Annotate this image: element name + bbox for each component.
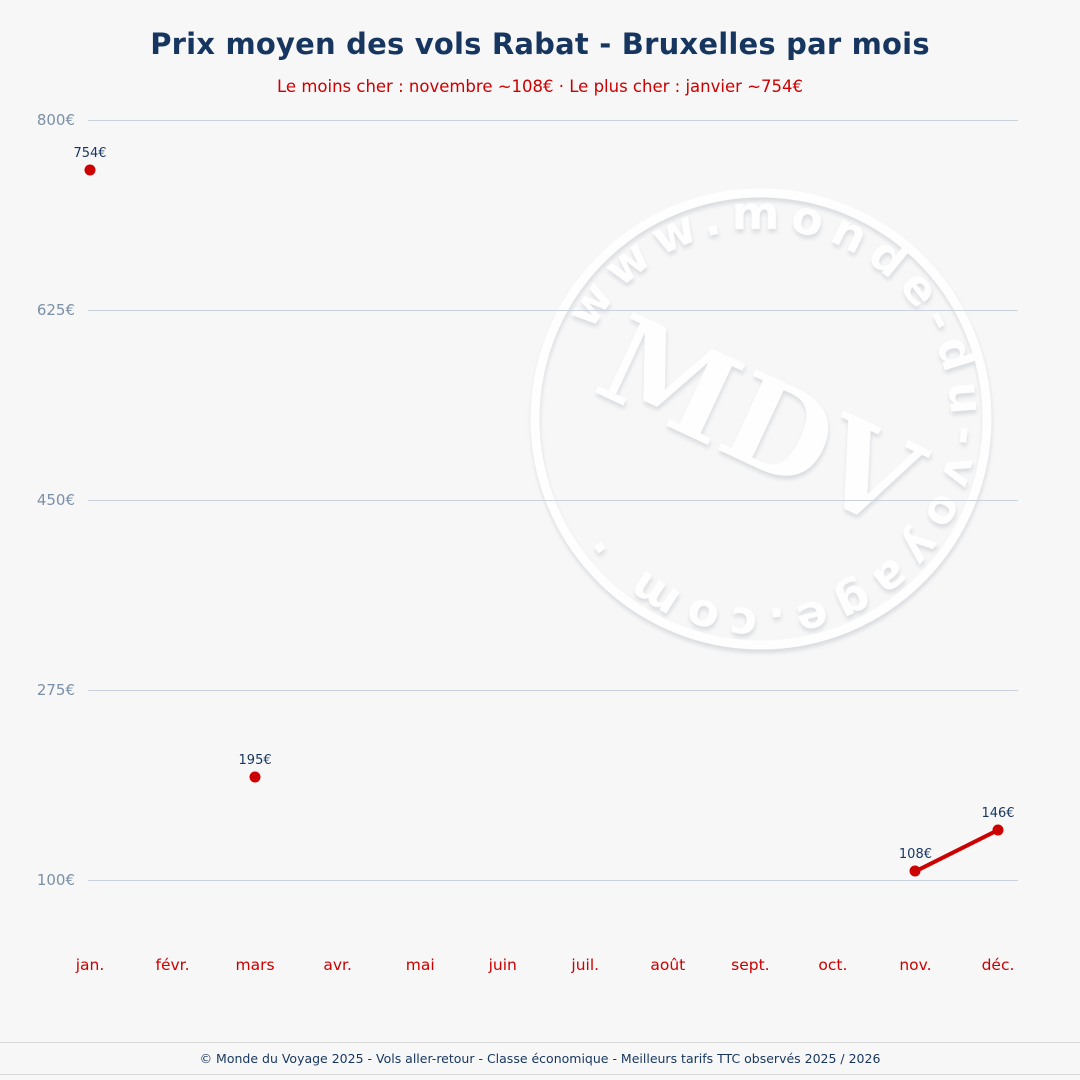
data-point <box>909 865 921 877</box>
gridline <box>88 690 1018 691</box>
footer-bar: © Monde du Voyage 2025 - Vols aller-reto… <box>0 1042 1080 1075</box>
x-axis-month-label: juil. <box>571 956 600 974</box>
footer-text: © Monde du Voyage 2025 - Vols aller-reto… <box>199 1051 881 1066</box>
x-axis-month-label: nov. <box>899 956 932 974</box>
x-axis-month-label: oct. <box>818 956 848 974</box>
y-axis-tick-label: 625€ <box>36 301 75 319</box>
page-title: Prix moyen des vols Rabat - Bruxelles pa… <box>150 27 930 61</box>
series-segment <box>913 828 1000 874</box>
data-point-label: 146€ <box>981 806 1015 822</box>
data-point <box>992 824 1004 836</box>
data-point-label: 108€ <box>898 847 932 863</box>
y-axis-tick-label: 450€ <box>36 491 75 509</box>
x-axis-month-label: sept. <box>731 956 770 974</box>
x-axis-month-label: mai <box>405 956 435 974</box>
gridline <box>88 880 1018 881</box>
y-axis-tick-label: 275€ <box>36 681 75 699</box>
x-axis-month-label: juin <box>488 956 517 974</box>
data-point-label: 754€ <box>73 145 107 161</box>
x-axis-month-label: mars <box>235 956 275 974</box>
page-subtitle: Le moins cher : novembre ~108€ · Le plus… <box>277 77 803 96</box>
gridline <box>88 500 1018 501</box>
y-axis-tick-label: 800€ <box>36 111 75 129</box>
x-axis-month-label: avr. <box>323 956 352 974</box>
data-point <box>249 771 261 783</box>
gridline <box>88 310 1018 311</box>
x-axis-month-label: août <box>650 956 686 974</box>
line-series <box>913 828 1000 874</box>
gridline <box>88 120 1018 121</box>
x-axis-month-label: févr. <box>155 956 190 974</box>
y-axis-tick-label: 100€ <box>36 871 75 889</box>
data-point-label: 195€ <box>238 752 272 768</box>
data-point <box>84 164 96 176</box>
x-axis-month-label: déc. <box>981 956 1015 974</box>
plot-area: 800€ 625€ 450€ 275€ 100€ jan. févr. mars avr. mai… <box>37 111 1018 974</box>
x-axis-month-label: jan. <box>75 956 105 974</box>
